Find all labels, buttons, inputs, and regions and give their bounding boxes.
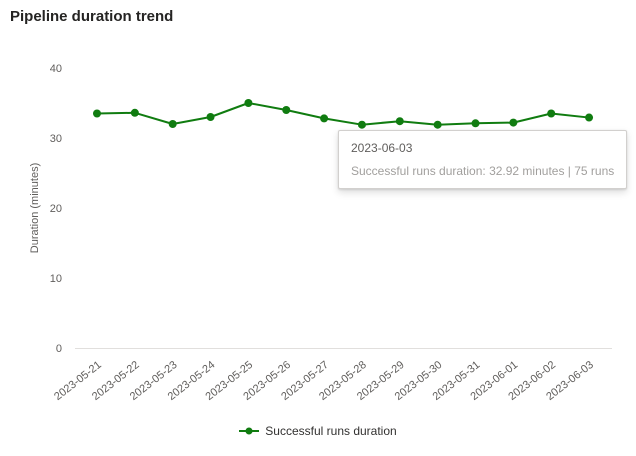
svg-text:0: 0 <box>56 343 62 355</box>
legend-line-marker-icon <box>239 427 260 435</box>
svg-text:10: 10 <box>50 273 62 285</box>
tooltip-value: Successful runs duration: 32.92 minutes … <box>351 164 615 178</box>
chart-tooltip: 2023-06-03 Successful runs duration: 32.… <box>338 130 628 189</box>
svg-text:20: 20 <box>50 203 62 215</box>
legend-label: Successful runs duration <box>265 424 397 438</box>
page-title: Pipeline duration trend <box>10 8 174 25</box>
svg-text:Duration (minutes): Duration (minutes) <box>29 163 41 253</box>
svg-text:30: 30 <box>50 133 62 145</box>
tooltip-date: 2023-06-03 <box>351 141 413 155</box>
svg-text:40: 40 <box>50 63 62 75</box>
legend-item-successful-runs[interactable]: Successful runs duration <box>0 424 636 438</box>
